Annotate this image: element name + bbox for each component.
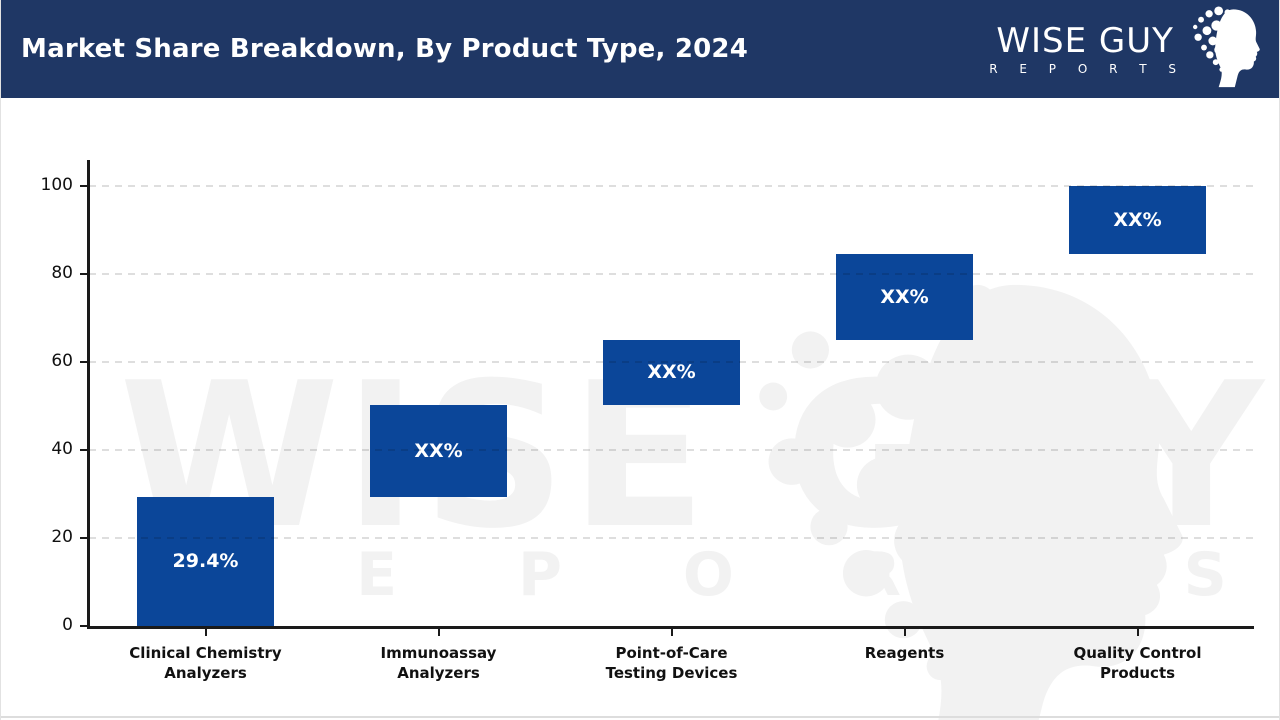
bar-value-label: XX% <box>414 439 463 462</box>
y-tick-label-100: 100 <box>40 175 73 195</box>
category-label-4: Quality Control Products <box>1073 644 1202 683</box>
bar-1: XX% <box>370 404 507 497</box>
x-axis-line <box>87 626 1254 629</box>
y-tick-label-60: 60 <box>51 351 73 371</box>
y-tick-40 <box>80 449 88 451</box>
y-axis-line <box>87 160 90 629</box>
logo-text-reports: R E P O R T S <box>989 61 1185 76</box>
x-tick-4 <box>1136 629 1139 636</box>
wise-guy-logo: WISE GUY R E P O R T S <box>985 5 1265 93</box>
x-tick-1 <box>437 629 440 636</box>
x-tick-0 <box>204 629 207 636</box>
gridline-60 <box>89 361 1254 363</box>
category-label-1: Immunoassay Analyzers <box>380 644 497 683</box>
gridline-40 <box>89 449 1254 451</box>
bar-4: XX% <box>1069 186 1206 254</box>
category-label-3: Reagents <box>864 644 945 662</box>
bar-value-label: XX% <box>1113 208 1162 231</box>
bar-value-label: 29.4% <box>172 550 239 573</box>
x-tick-2 <box>670 629 673 636</box>
chart-title: Market Share Breakdown, By Product Type,… <box>21 34 748 64</box>
bar-0: 29.4% <box>137 496 274 626</box>
bar-2: XX% <box>603 340 740 405</box>
y-tick-label-40: 40 <box>51 439 73 459</box>
footer-divider <box>1 716 1279 718</box>
y-tick-60 <box>80 361 88 363</box>
header-bar: Market Share Breakdown, By Product Type,… <box>1 0 1279 98</box>
y-tick-label-80: 80 <box>51 263 73 283</box>
bar-3: XX% <box>836 253 973 340</box>
gridline-100 <box>89 185 1254 187</box>
logo-wordmark: WISE GUY R E P O R T S <box>985 24 1185 75</box>
y-tick-0 <box>80 625 88 627</box>
y-tick-label-20: 20 <box>51 527 73 547</box>
logo-text-wise-guy: WISE GUY <box>996 20 1174 61</box>
plot-area: WISE GUY R E P O R T S 0 20 40 60 80 100 29.4%… <box>1 98 1279 720</box>
y-tick-80 <box>80 273 88 275</box>
head-profile-dots-icon <box>1193 6 1260 88</box>
gridline-80 <box>89 273 1254 275</box>
gridline-20 <box>89 537 1254 539</box>
y-tick-100 <box>80 185 88 187</box>
category-label-2: Point-of-Care Testing Devices <box>605 644 738 683</box>
category-label-0: Clinical Chemistry Analyzers <box>129 644 282 683</box>
y-tick-label-0: 0 <box>62 615 73 635</box>
bar-value-label: XX% <box>647 361 696 384</box>
y-tick-20 <box>80 537 88 539</box>
x-tick-3 <box>903 629 906 636</box>
bar-value-label: XX% <box>880 285 929 308</box>
